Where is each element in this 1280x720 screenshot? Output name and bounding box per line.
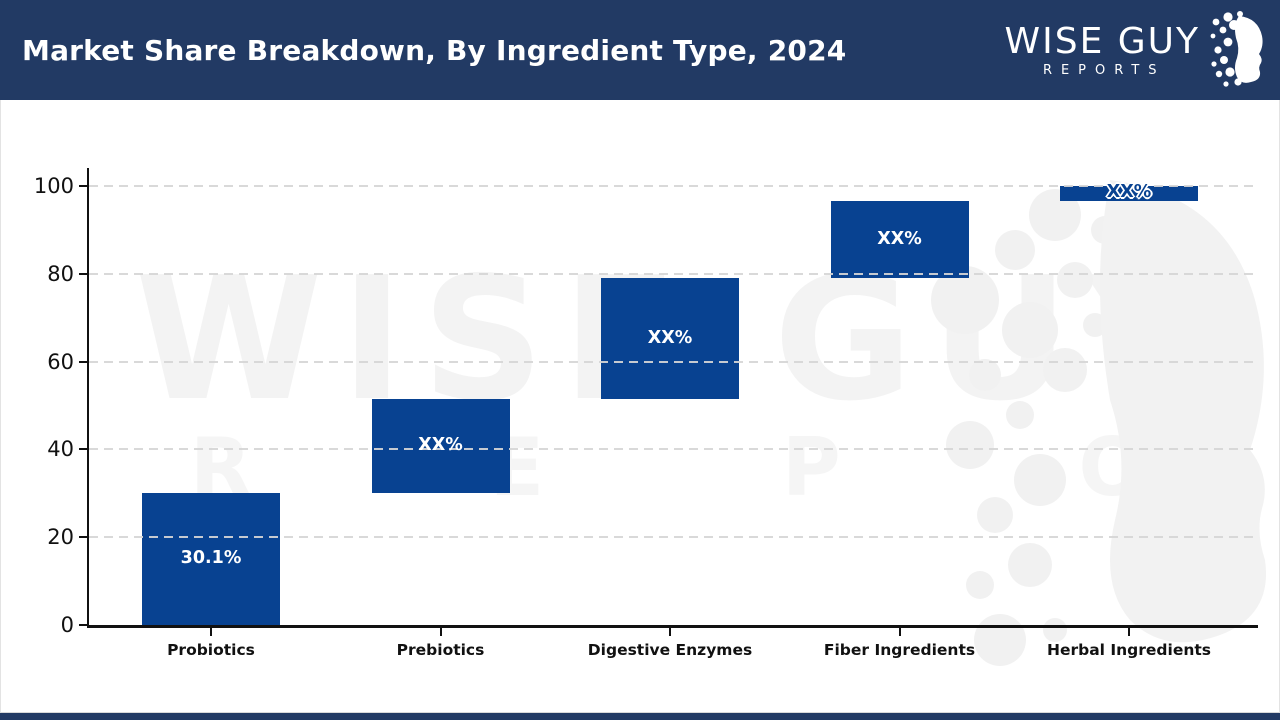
brand-name: WISE GUY [1004, 20, 1200, 62]
y-tick-label: 60 [47, 349, 74, 374]
bar [601, 278, 739, 399]
x-tick-label: Probiotics [167, 641, 255, 659]
bar [830, 200, 969, 279]
gridline [89, 360, 1258, 363]
y-tick-label: 100 [33, 174, 74, 198]
gridline [89, 448, 1258, 451]
y-tick [79, 185, 87, 187]
bar-label: 30.1% [180, 547, 242, 568]
page-title: Market Share Breakdown, By Ingredient Ty… [22, 33, 847, 67]
brand-face-icon [1210, 11, 1263, 87]
y-tick [79, 624, 87, 626]
bar [371, 398, 510, 493]
y-tick [79, 448, 87, 451]
bar-label: XX% [418, 434, 463, 455]
header-bar: Market Share Breakdown, By Ingredient Ty… [0, 0, 1280, 100]
y-tick-label: 0 [60, 613, 74, 637]
brand-logo: WISE GUY REPORTS [1005, 8, 1269, 92]
bar-label: XX% [1106, 182, 1152, 203]
x-tick [898, 628, 901, 636]
gridline [89, 536, 1258, 539]
y-tick-label: 40 [47, 437, 74, 462]
y-tick-label: 80 [47, 261, 74, 286]
gridline [89, 272, 1258, 275]
x-axis-line [87, 625, 1258, 628]
y-tick [79, 536, 87, 539]
watermark-face-icon [931, 180, 1267, 666]
brand-subname: REPORTS [1042, 62, 1166, 78]
footer-bar [0, 713, 1280, 720]
y-tick-label: 20 [47, 525, 74, 550]
bar [142, 492, 280, 625]
x-tick-label: Digestive Enzymes [587, 641, 753, 659]
x-tick-label: Herbal Ingredients [1046, 641, 1212, 659]
x-tick [210, 628, 212, 636]
y-tick [79, 360, 87, 363]
brand-logo-text: WISE GUY REPORTS [1004, 20, 1201, 78]
x-tick [439, 628, 442, 636]
y-axis-line [87, 168, 89, 627]
bar-label: XX% [877, 228, 922, 249]
gridline [89, 185, 1258, 187]
x-tick [1128, 628, 1130, 636]
y-tick [79, 272, 87, 275]
bar-label: XX% [647, 327, 693, 348]
x-tick-label: Fiber Ingredients [823, 641, 976, 659]
x-tick [669, 628, 671, 636]
x-tick-label: Prebiotics [396, 641, 485, 659]
bar [1060, 186, 1198, 201]
